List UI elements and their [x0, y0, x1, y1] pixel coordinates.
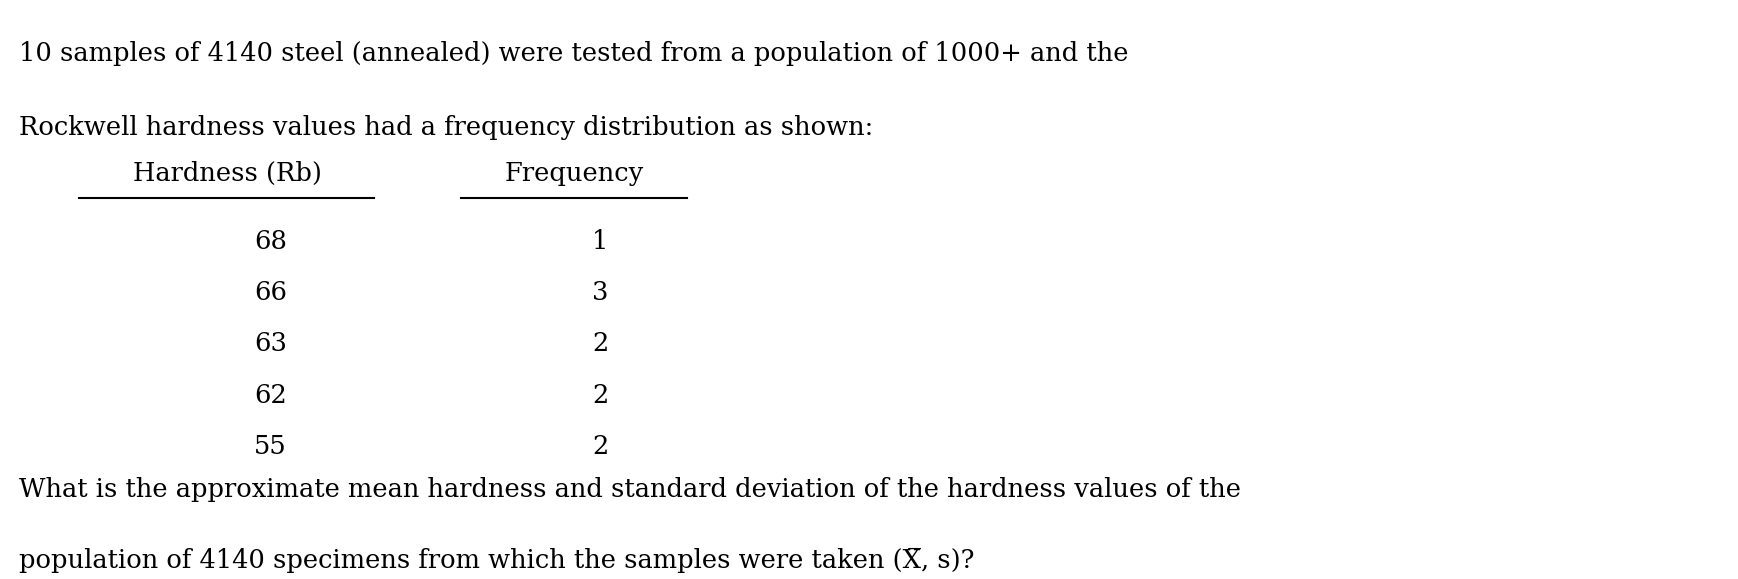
Text: 62: 62	[254, 383, 287, 408]
Text: population of 4140 specimens from which the samples were taken (X̅, s)?: population of 4140 specimens from which …	[19, 548, 975, 573]
Text: 2: 2	[593, 383, 608, 408]
Text: What is the approximate mean hardness and standard deviation of the hardness val: What is the approximate mean hardness an…	[19, 477, 1241, 501]
Text: 2: 2	[593, 331, 608, 357]
Text: Rockwell hardness values had a frequency distribution as shown:: Rockwell hardness values had a frequency…	[19, 115, 872, 140]
Text: 63: 63	[254, 331, 287, 357]
Text: Hardness (Rb): Hardness (Rb)	[132, 161, 322, 186]
Text: 2: 2	[593, 434, 608, 459]
Text: 68: 68	[254, 229, 287, 254]
Text: 66: 66	[254, 280, 287, 305]
Text: 55: 55	[254, 434, 287, 459]
Text: 1: 1	[593, 229, 608, 254]
Text: 10 samples of 4140 steel (annealed) were tested from a population of 1000+ and t: 10 samples of 4140 steel (annealed) were…	[19, 41, 1128, 66]
Text: 3: 3	[593, 280, 608, 305]
Text: Frequency: Frequency	[504, 161, 643, 186]
